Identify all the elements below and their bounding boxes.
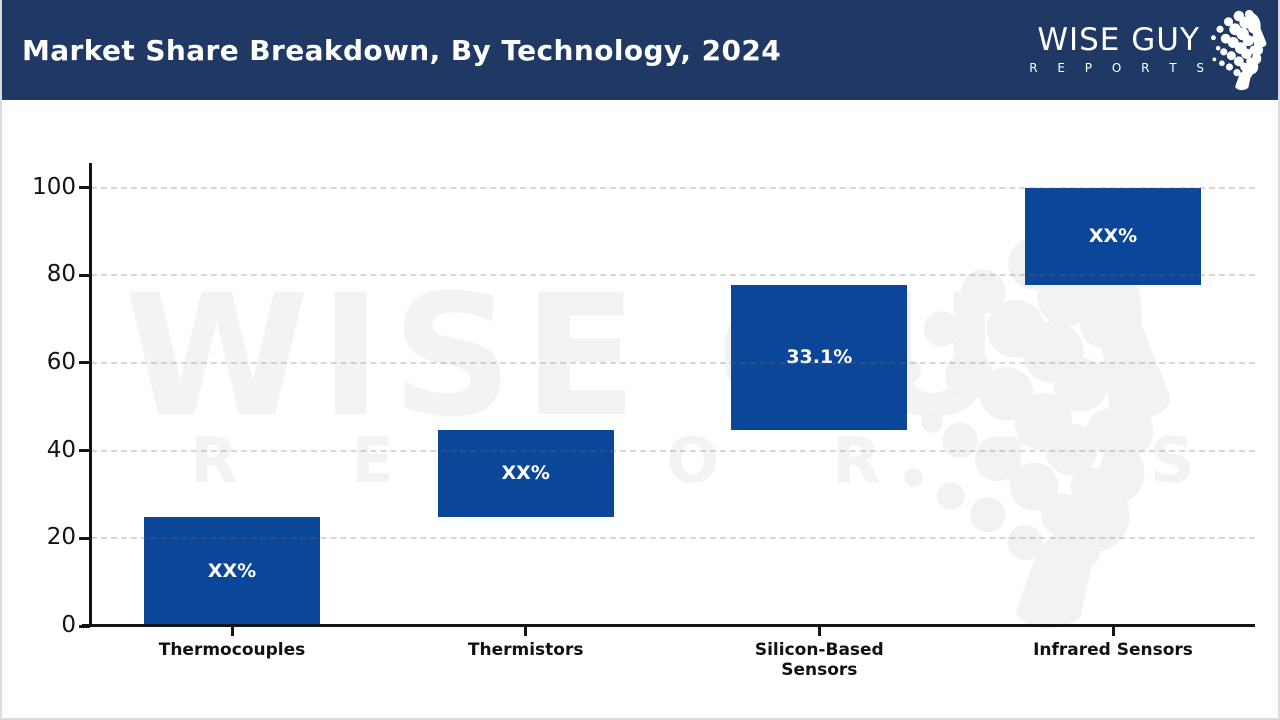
x-tick-mark <box>230 627 234 636</box>
x-category-label: Thermistors <box>406 640 646 660</box>
x-category-line: Thermistors <box>467 640 584 660</box>
gridline-80 <box>91 274 1255 277</box>
x-tick-mark <box>817 627 821 636</box>
y-tick-label: 40 <box>46 436 76 463</box>
bar-thermocouples: XX% <box>144 516 320 626</box>
x-category-line: Infrared Sensors <box>1033 640 1193 660</box>
y-axis-line <box>89 163 92 627</box>
bar-thermistors: XX% <box>437 430 614 517</box>
x-tick-mark <box>1111 627 1115 636</box>
y-tick-mark <box>79 449 90 453</box>
y-tick-mark <box>79 624 90 628</box>
y-tick-mark <box>79 361 90 365</box>
bar-value-label: XX% <box>207 560 257 583</box>
page-title: Market Share Breakdown, By Technology, 2… <box>22 33 782 67</box>
y-tick-label: 20 <box>46 524 76 551</box>
x-tick-mark <box>524 627 528 636</box>
bar-value-label: XX% <box>1088 225 1138 248</box>
gridline-60 <box>91 361 1255 364</box>
brand-text: WISE GUY R E P O R T S <box>1025 22 1212 76</box>
y-tick-mark <box>79 186 90 190</box>
y-tick-label: 0 <box>61 612 76 638</box>
y-tick-label: 80 <box>46 261 76 288</box>
x-category-line: Sensors <box>781 660 858 680</box>
brand-reports-label: R E P O R T S <box>1029 61 1212 75</box>
bar-value-label: XX% <box>501 462 550 485</box>
bar-silicon-based-sensors: 33.1% <box>731 284 908 431</box>
bar-infrared-sensors: XX% <box>1025 187 1201 285</box>
brand-wordmark: WISE GUY <box>1037 22 1200 58</box>
x-category-line: Thermocouples <box>158 640 306 660</box>
gridline-40 <box>91 449 1255 452</box>
y-tick-label: 100 <box>32 173 76 200</box>
gridline-100 <box>91 186 1255 189</box>
x-category-label: Thermocouples <box>112 640 352 660</box>
x-axis-line <box>82 624 1255 627</box>
brand-logo: WISE GUY R E P O R T S <box>1025 0 1270 100</box>
header-bar: Market Share Breakdown, By Technology, 2… <box>2 0 1278 100</box>
y-tick-label: 60 <box>46 348 76 375</box>
y-tick-mark <box>79 273 90 277</box>
x-category-line: Silicon-Based <box>754 640 884 660</box>
y-tick-mark <box>79 536 90 540</box>
gridline-20 <box>91 537 1255 540</box>
bar-value-label: 33.1% <box>786 346 853 369</box>
brand-head-icon <box>1210 9 1267 91</box>
x-category-label: Silicon-Based Sensors <box>699 640 939 680</box>
x-category-label: Infrared Sensors <box>993 640 1233 660</box>
